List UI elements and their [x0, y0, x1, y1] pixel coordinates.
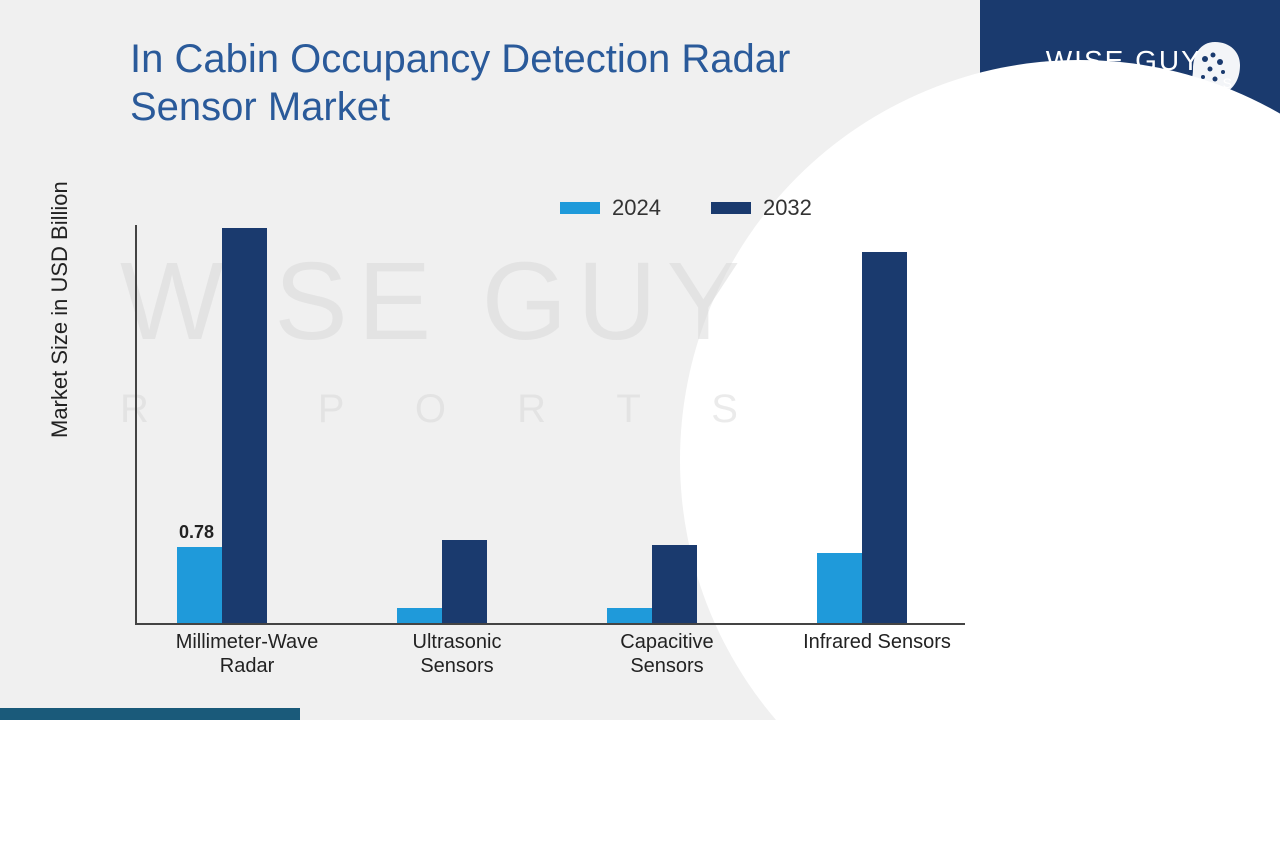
x-axis-label: Millimeter-Wave Radar: [157, 630, 337, 678]
bar-2024: [177, 547, 222, 623]
x-axis-label: Capacitive Sensors: [587, 630, 747, 678]
chart-title: In Cabin Occupancy Detection Radar Senso…: [130, 35, 880, 131]
chart-area: Market Size in USD Billion Millimeter-Wa…: [105, 225, 965, 695]
legend-swatch-2024: [560, 202, 600, 214]
bar-2032: [652, 545, 697, 623]
y-axis-label: Market Size in USD Billion: [47, 181, 73, 438]
bar-2032: [442, 540, 487, 623]
bar-2024: [817, 553, 862, 623]
bar-2032: [862, 252, 907, 623]
legend: 2024 2032: [560, 195, 812, 221]
bar-group: [397, 540, 487, 623]
brand-logo: WISE GUY R E P O R T S: [1046, 45, 1240, 91]
bar-value-label: 0.78: [179, 522, 214, 543]
legend-swatch-2032: [711, 202, 751, 214]
bar-group: [817, 252, 907, 623]
legend-label-2032: 2032: [763, 195, 812, 221]
legend-item-2024: 2024: [560, 195, 661, 221]
legend-label-2024: 2024: [612, 195, 661, 221]
legend-item-2032: 2032: [711, 195, 812, 221]
bottom-accent-bar: [0, 708, 300, 720]
bar-group: [607, 545, 697, 623]
bar-2032: [222, 228, 267, 623]
x-axis-label: Ultrasonic Sensors: [377, 630, 537, 678]
plot: Millimeter-Wave Radar0.78Ultrasonic Sens…: [135, 225, 965, 625]
head-icon: [1185, 37, 1245, 107]
x-axis-label: Infrared Sensors: [797, 630, 957, 654]
bar-2024: [397, 608, 442, 623]
bar-group: [177, 228, 267, 623]
bar-2024: [607, 608, 652, 623]
